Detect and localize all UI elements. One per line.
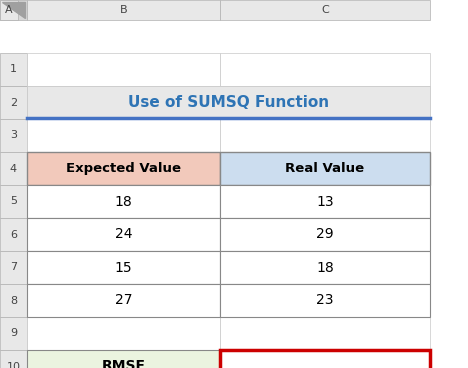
- Bar: [220, 284, 430, 317]
- Text: 4: 4: [10, 163, 17, 173]
- Bar: [220, 152, 430, 185]
- Bar: [220, 218, 430, 251]
- Bar: [27, 251, 220, 284]
- Text: 29: 29: [316, 227, 334, 241]
- Polygon shape: [2, 2, 25, 18]
- Text: 6: 6: [10, 230, 17, 240]
- Bar: [0, 0, 18, 20]
- Text: 13: 13: [316, 195, 334, 209]
- Bar: [220, 218, 430, 251]
- Bar: [220, 152, 430, 185]
- Bar: [27, 218, 220, 251]
- Bar: [0, 53, 27, 86]
- Bar: [27, 284, 220, 317]
- Bar: [27, 53, 220, 86]
- Text: 24: 24: [115, 227, 132, 241]
- Text: Expected Value: Expected Value: [66, 162, 181, 175]
- Bar: [0, 317, 27, 350]
- Bar: [220, 350, 430, 368]
- Bar: [27, 218, 220, 251]
- Bar: [27, 185, 220, 218]
- Bar: [27, 350, 220, 368]
- Bar: [220, 251, 430, 284]
- Text: 9: 9: [10, 329, 17, 339]
- Bar: [220, 251, 430, 284]
- Bar: [27, 86, 220, 119]
- Bar: [220, 185, 430, 218]
- Bar: [0, 218, 27, 251]
- Bar: [0, 284, 27, 317]
- Bar: [27, 119, 220, 152]
- Bar: [27, 152, 220, 185]
- Text: A: A: [5, 5, 13, 15]
- Text: 15: 15: [115, 261, 132, 275]
- Text: 18: 18: [115, 195, 132, 209]
- Text: B: B: [120, 5, 127, 15]
- Bar: [0, 119, 27, 152]
- Text: 23: 23: [316, 294, 334, 308]
- Text: 7: 7: [10, 262, 17, 272]
- Bar: [0, 152, 27, 185]
- Bar: [0, 251, 27, 284]
- Bar: [220, 317, 430, 350]
- Bar: [0, 350, 27, 368]
- Bar: [220, 119, 430, 152]
- Bar: [0, 0, 27, 20]
- Bar: [27, 185, 220, 218]
- Text: Use of SUMSQ Function: Use of SUMSQ Function: [128, 95, 329, 110]
- Text: 3: 3: [10, 131, 17, 141]
- Bar: [0, 86, 27, 119]
- Bar: [27, 152, 220, 185]
- Bar: [220, 53, 430, 86]
- Text: Real Value: Real Value: [285, 162, 365, 175]
- Bar: [0, 185, 27, 218]
- Bar: [220, 0, 430, 20]
- Bar: [220, 86, 430, 119]
- Bar: [220, 185, 430, 218]
- Bar: [27, 0, 220, 20]
- Text: C: C: [321, 5, 329, 15]
- Bar: [27, 317, 220, 350]
- Bar: [27, 251, 220, 284]
- Text: 8: 8: [10, 296, 17, 305]
- Text: 27: 27: [115, 294, 132, 308]
- Text: 5: 5: [10, 197, 17, 206]
- Bar: [220, 284, 430, 317]
- Text: 1: 1: [10, 64, 17, 74]
- Bar: [27, 86, 430, 119]
- Text: 10: 10: [7, 361, 21, 368]
- Bar: [27, 350, 220, 368]
- Text: 18: 18: [316, 261, 334, 275]
- Bar: [220, 350, 430, 368]
- Text: RMSE: RMSE: [102, 360, 146, 368]
- Text: 2: 2: [10, 98, 17, 107]
- Bar: [27, 284, 220, 317]
